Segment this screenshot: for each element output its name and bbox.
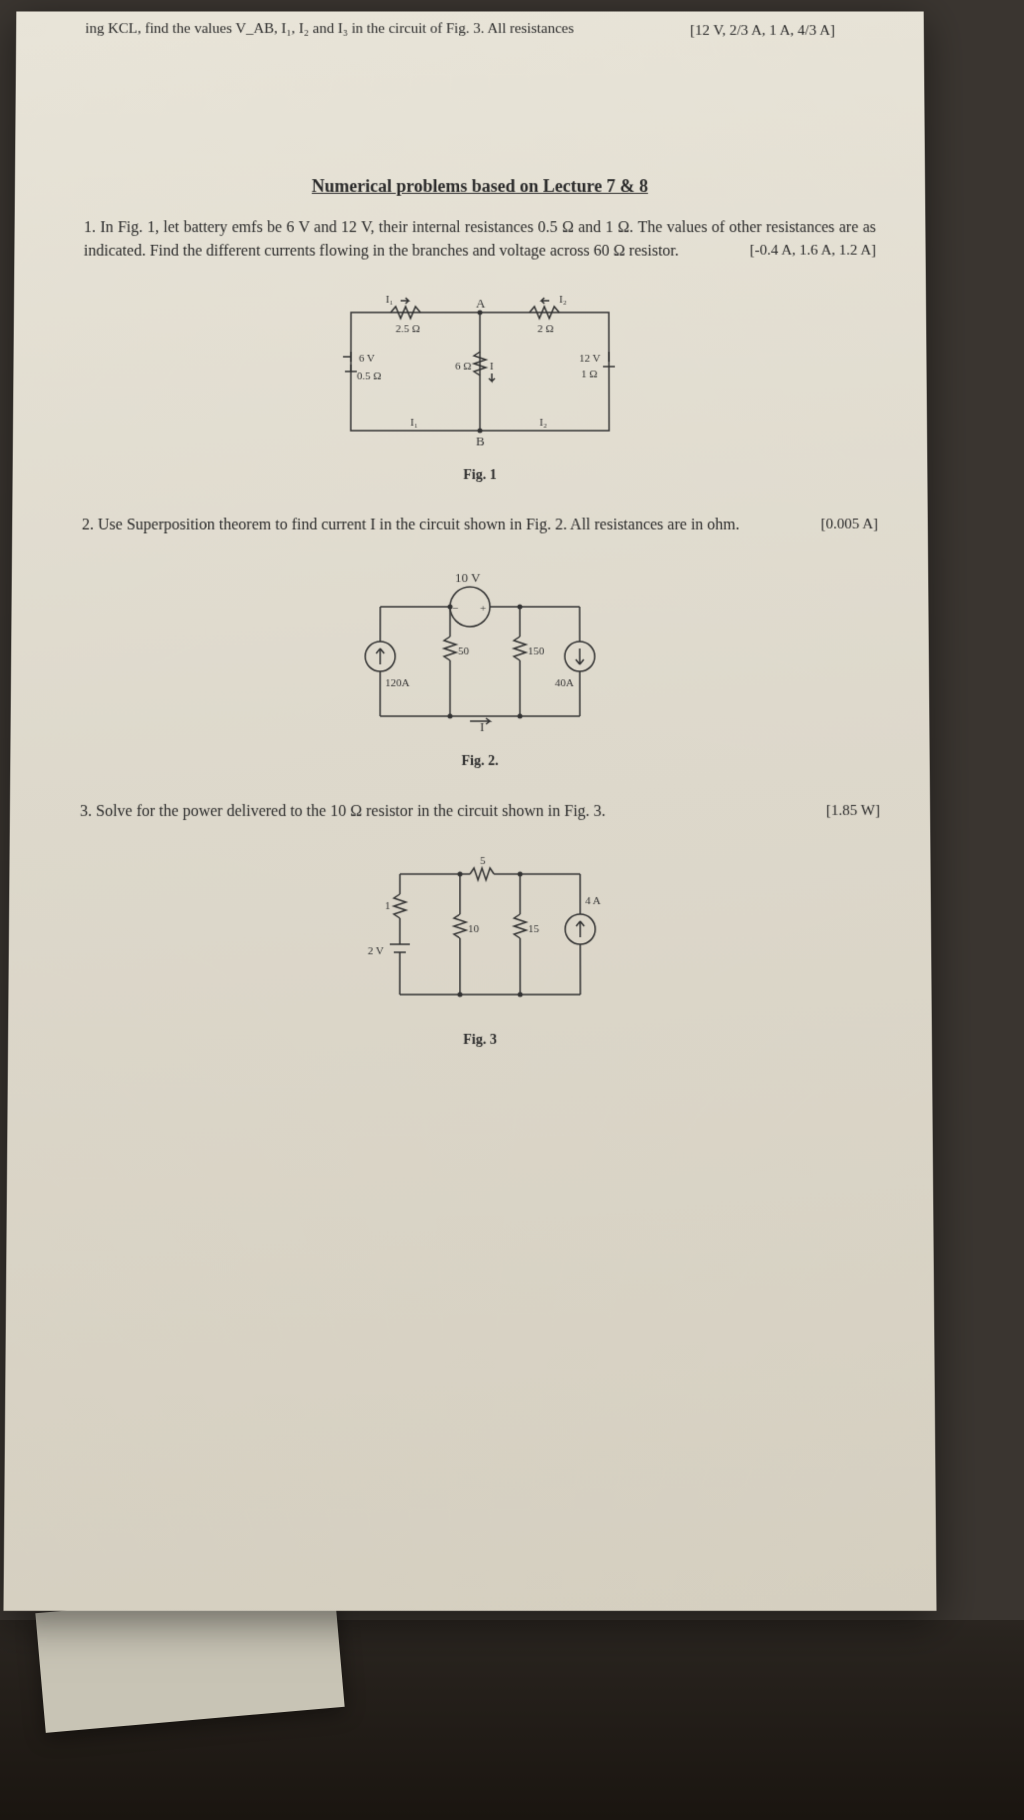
- r-top-right-label: 2 Ω: [537, 323, 553, 335]
- i-mid-label: I: [490, 361, 494, 373]
- problem-3-body: 3. Solve for the power delivered to the …: [80, 803, 606, 820]
- i-left-label: 120A: [385, 677, 410, 689]
- r-150-label: 150: [528, 645, 545, 657]
- problem-3-answer: [1.85 W]: [826, 800, 880, 822]
- figure-3-container: 5 1 2 V 10 15 4 A: [78, 844, 881, 1049]
- r-15-label: 15: [528, 923, 540, 935]
- problem-2-text: 2. Use Superposition theorem to find cur…: [82, 514, 878, 538]
- circuit-diagram-1: 2.5 Ω I₁ A 2 Ω I₂ 6 V 0.5 Ω 6 Ω I: [301, 283, 659, 460]
- emf-right-label: 12 V: [579, 353, 600, 365]
- section-heading: Numerical problems based on Lecture 7 & …: [84, 176, 876, 197]
- node-b-label: B: [476, 434, 485, 448]
- i-bottom-label: I: [480, 720, 484, 734]
- v-2v-label: 2 V: [368, 945, 384, 957]
- svg-text:−: −: [452, 603, 458, 615]
- i2-bottom-label: I₂: [540, 417, 548, 429]
- emf-left-label: 6 V: [359, 353, 375, 365]
- r-1-label: 1: [385, 900, 391, 912]
- figure-3-label: Fig. 3: [78, 1033, 881, 1049]
- r-10-label: 10: [468, 923, 480, 935]
- problem-3-text: 3. Solve for the power delivered to the …: [80, 800, 880, 824]
- figure-1-label: Fig. 1: [82, 468, 878, 484]
- document-page: ing KCL, find the values V_AB, I₁, I₂ an…: [3, 11, 936, 1610]
- r-5-label: 5: [480, 855, 486, 867]
- circuit-diagram-3: 5 1 2 V 10 15 4 A: [329, 844, 630, 1025]
- i-right-label: 40A: [555, 677, 574, 689]
- r-top-left-label: 2.5 Ω: [396, 323, 420, 335]
- figure-1-container: 2.5 Ω I₁ A 2 Ω I₂ 6 V 0.5 Ω 6 Ω I: [82, 283, 878, 484]
- r-left-int-label: 0.5 Ω: [357, 370, 381, 382]
- problem-2-answer: [0.005 A]: [821, 514, 878, 536]
- figure-2-label: Fig. 2.: [80, 754, 880, 770]
- figure-2-container: 10 V − + 120A 50 150 40A: [80, 557, 880, 770]
- problem-2-body: 2. Use Superposition theorem to find cur…: [82, 517, 740, 534]
- problem-1-answer: [-0.4 A, 1.6 A, 1.2 A]: [750, 240, 876, 262]
- i-4a-label: 4 A: [585, 895, 601, 907]
- r-mid-label: 6 Ω: [455, 361, 471, 373]
- i2-label: I₂: [559, 294, 567, 306]
- i1-label: I₁: [386, 294, 394, 306]
- problem-1-text: 1. In Fig. 1, let battery emfs be 6 V an…: [84, 216, 877, 263]
- r-right-int-label: 1 Ω: [581, 368, 597, 380]
- circuit-diagram-2: 10 V − + 120A 50 150 40A: [330, 557, 630, 746]
- node-a-label: A: [476, 297, 486, 311]
- i1-bottom-label: I₁: [410, 417, 418, 429]
- svg-text:+: +: [480, 603, 486, 615]
- v-top-label: 10 V: [455, 571, 481, 585]
- r-50-label: 50: [458, 645, 470, 657]
